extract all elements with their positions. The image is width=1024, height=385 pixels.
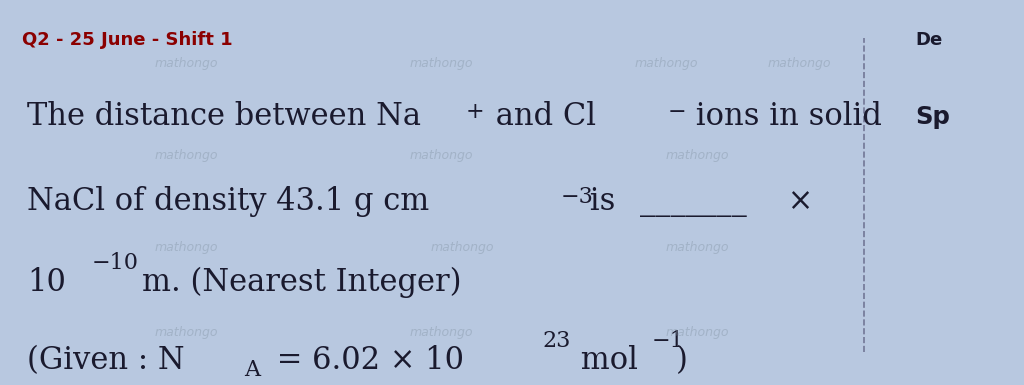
Text: mathongo: mathongo <box>767 57 830 70</box>
Text: The distance between Na: The distance between Na <box>27 101 421 132</box>
Text: mathongo: mathongo <box>430 241 494 254</box>
Text: −: − <box>668 101 686 123</box>
Text: m. (Nearest Integer): m. (Nearest Integer) <box>142 267 462 298</box>
Text: mathongo: mathongo <box>666 326 729 339</box>
Text: mathongo: mathongo <box>666 149 729 162</box>
Text: mathongo: mathongo <box>410 149 473 162</box>
Text: −3: −3 <box>561 186 594 208</box>
Text: is: is <box>581 186 615 217</box>
Text: +: + <box>466 101 484 123</box>
Text: −1: −1 <box>652 330 685 352</box>
Text: mathongo: mathongo <box>410 326 473 339</box>
Text: mathongo: mathongo <box>155 241 218 254</box>
Text: mathongo: mathongo <box>410 57 473 70</box>
Text: mol: mol <box>571 345 638 376</box>
Text: mathongo: mathongo <box>155 57 218 70</box>
Text: = 6.02 × 10: = 6.02 × 10 <box>267 345 464 376</box>
Text: De: De <box>915 31 943 49</box>
Text: mathongo: mathongo <box>635 57 698 70</box>
Text: 10: 10 <box>27 267 66 298</box>
Text: _______: _______ <box>640 186 746 217</box>
Text: 23: 23 <box>543 330 571 352</box>
Text: mathongo: mathongo <box>155 326 218 339</box>
Text: mathongo: mathongo <box>666 241 729 254</box>
Text: ×: × <box>777 186 813 217</box>
Text: NaCl of density 43.1 g cm: NaCl of density 43.1 g cm <box>27 186 429 217</box>
Text: −10: −10 <box>91 253 138 275</box>
Text: Q2 - 25 June - Shift 1: Q2 - 25 June - Shift 1 <box>22 31 232 49</box>
Text: Sp: Sp <box>915 105 950 129</box>
Text: and Cl: and Cl <box>486 101 596 132</box>
Text: ions in solid: ions in solid <box>686 101 882 132</box>
Text: ): ) <box>676 345 687 376</box>
Text: A: A <box>245 360 260 382</box>
Text: mathongo: mathongo <box>155 149 218 162</box>
Text: (Given : N: (Given : N <box>27 345 184 376</box>
